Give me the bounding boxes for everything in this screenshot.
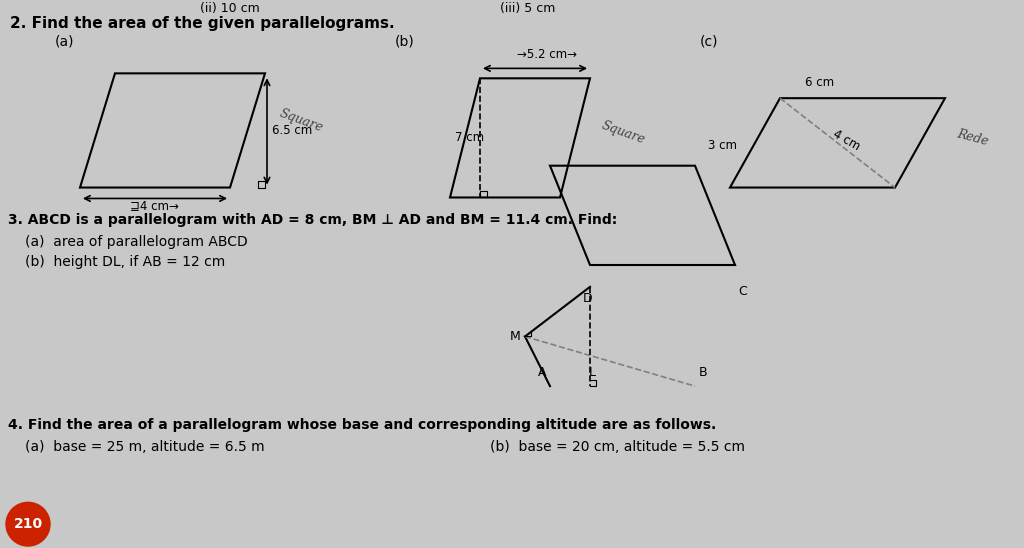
Text: (a)  base = 25 m, altitude = 6.5 m: (a) base = 25 m, altitude = 6.5 m bbox=[25, 439, 264, 454]
Text: ⊒4 cm→: ⊒4 cm→ bbox=[130, 201, 179, 213]
Text: 6.5 cm: 6.5 cm bbox=[272, 124, 312, 138]
Text: 7 cm: 7 cm bbox=[455, 132, 484, 144]
Text: (b)  height DL, if AB = 12 cm: (b) height DL, if AB = 12 cm bbox=[25, 255, 225, 269]
Text: (c): (c) bbox=[700, 35, 719, 49]
Text: 4 cm: 4 cm bbox=[830, 127, 862, 153]
Text: A: A bbox=[538, 366, 546, 379]
Text: M: M bbox=[510, 330, 520, 343]
Text: L: L bbox=[589, 366, 596, 379]
Text: (b)  base = 20 cm, altitude = 5.5 cm: (b) base = 20 cm, altitude = 5.5 cm bbox=[490, 439, 745, 454]
Text: 3. ABCD is a parallelogram with AD = 8 cm, BM ⊥ AD and BM = 11.4 cm. Find:: 3. ABCD is a parallelogram with AD = 8 c… bbox=[8, 213, 617, 227]
Text: (b): (b) bbox=[395, 35, 415, 49]
Text: 4. Find the area of a parallelogram whose base and corresponding altitude are as: 4. Find the area of a parallelogram whos… bbox=[8, 418, 716, 432]
Text: D: D bbox=[584, 292, 593, 305]
Text: 6 cm: 6 cm bbox=[806, 76, 835, 89]
Text: (iii) 5 cm: (iii) 5 cm bbox=[500, 2, 555, 15]
Text: 3 cm: 3 cm bbox=[708, 139, 737, 152]
Text: Rede: Rede bbox=[955, 128, 989, 149]
Text: B: B bbox=[698, 366, 708, 379]
Text: (ii) 10 cm: (ii) 10 cm bbox=[200, 2, 260, 15]
Text: C: C bbox=[738, 286, 748, 298]
Text: 210: 210 bbox=[13, 517, 43, 531]
Text: →5.2 cm→: →5.2 cm→ bbox=[517, 48, 577, 61]
Text: 2. Find the area of the given parallelograms.: 2. Find the area of the given parallelog… bbox=[10, 16, 394, 31]
Circle shape bbox=[6, 503, 50, 546]
Text: (a): (a) bbox=[55, 35, 75, 49]
Text: (a)  area of parallelogram ABCD: (a) area of parallelogram ABCD bbox=[25, 235, 248, 249]
Text: Square: Square bbox=[278, 107, 326, 135]
Text: Square: Square bbox=[600, 119, 647, 147]
